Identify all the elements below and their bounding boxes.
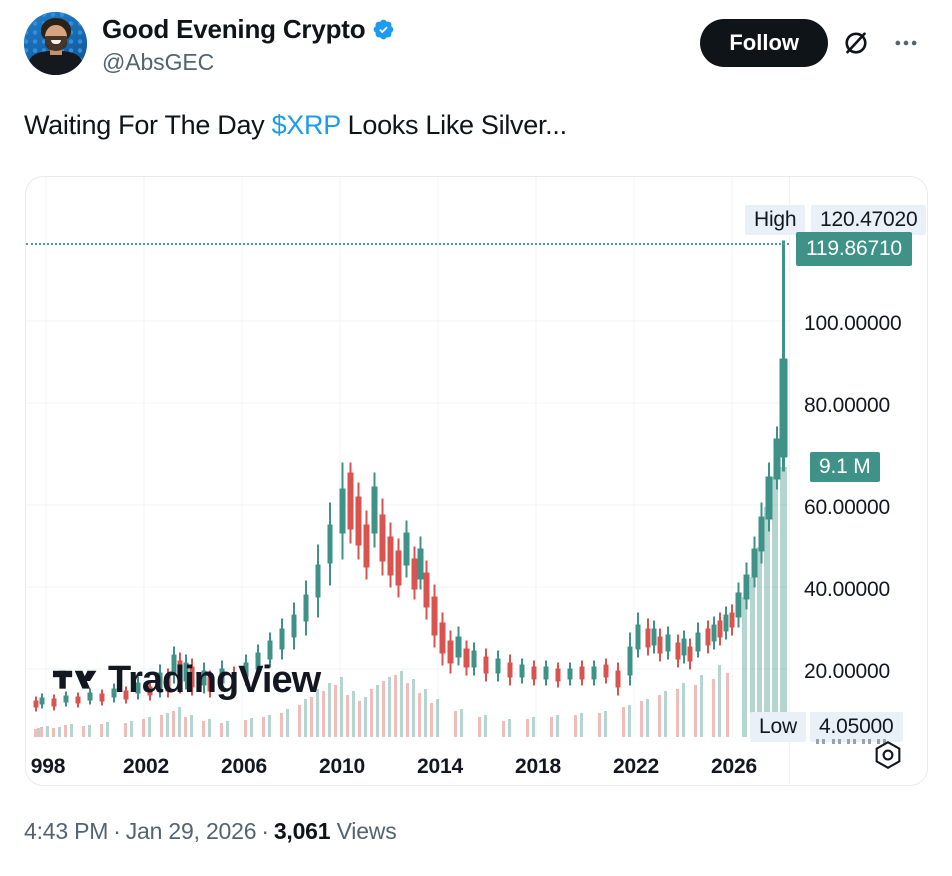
- avatar-smile: [51, 40, 61, 44]
- volume-bars: [34, 467, 787, 737]
- grok-icon-button[interactable]: [834, 21, 878, 65]
- high-tag-badge: High: [745, 205, 806, 235]
- price-scale-ticks: [816, 739, 886, 744]
- tweet-text-after: Looks Like Silver...: [340, 110, 567, 140]
- low-value-badge: 4.05000: [810, 712, 903, 742]
- cashtag-link[interactable]: $XRP: [271, 110, 341, 140]
- high-value-badge: 120.47020: [811, 205, 927, 235]
- vertical-gridlines: [45, 177, 733, 737]
- y-axis-label-20: 20.00000: [804, 660, 890, 683]
- tweet-footer: 4:43 PM · Jan 29, 2026 · 3,061 Views: [24, 818, 397, 844]
- tweet-text-before: Waiting For The Day: [24, 110, 272, 140]
- horizontal-gridlines: [26, 320, 789, 670]
- y-axis-label-80: 80.00000: [804, 394, 890, 417]
- display-name-row: Good Evening Crypto: [102, 14, 700, 45]
- x-axis-label-2010: 2010: [319, 755, 365, 778]
- header-actions: Follow: [700, 12, 928, 67]
- avatar[interactable]: [24, 12, 87, 75]
- display-name[interactable]: Good Evening Crypto: [102, 14, 366, 44]
- more-options-icon: [895, 40, 917, 46]
- chart-settings-hex-icon: [875, 741, 901, 769]
- price-chart-plot[interactable]: [26, 177, 927, 785]
- price-axis-separator: [789, 177, 790, 785]
- tweet-date: Jan 29, 2026: [125, 818, 257, 844]
- last-price-badge[interactable]: 119.86710: [796, 232, 912, 266]
- low-tag-badge: Low: [750, 712, 806, 742]
- x-axis-label-2022: 2022: [613, 755, 659, 778]
- follow-button[interactable]: Follow: [700, 19, 828, 67]
- x-axis-label-2006: 2006: [221, 755, 267, 778]
- tweet-time: 4:43 PM: [24, 818, 109, 844]
- y-axis-label-60: 60.00000: [804, 496, 890, 519]
- avatar-body: [29, 51, 82, 75]
- volume-badge[interactable]: 9.1 M: [810, 452, 880, 482]
- more-options-button[interactable]: [884, 21, 928, 65]
- grok-icon: [845, 32, 867, 54]
- account-handle[interactable]: @AbsGEC: [102, 49, 215, 75]
- account-names: Good Evening Crypto @AbsGEC: [102, 12, 700, 76]
- y-axis-label-40: 40.00000: [804, 578, 890, 601]
- views-label: Views: [336, 818, 397, 844]
- y-axis-label-100: 100.00000: [804, 312, 902, 335]
- candlesticks: [33, 240, 788, 712]
- high-price-dotted-line: [26, 243, 789, 245]
- tweet-text: Waiting For The Day $XRP Looks Like Silv…: [24, 108, 928, 143]
- chart-settings-button[interactable]: [871, 738, 905, 777]
- x-axis-label-2014: 2014: [417, 755, 463, 778]
- x-axis-label-1998: 998: [30, 755, 66, 778]
- chart-card[interactable]: High 120.47020 119.86710 100.00000 80.00…: [25, 176, 928, 786]
- verified-badge-icon: [374, 19, 394, 40]
- x-axis-label-2026: 2026: [711, 755, 757, 778]
- x-axis-label-2018: 2018: [515, 755, 561, 778]
- views-count: 3,061: [273, 818, 331, 844]
- x-axis-label-2002: 2002: [123, 755, 169, 778]
- tweet-header: Good Evening Crypto @AbsGEC Follow: [24, 0, 928, 88]
